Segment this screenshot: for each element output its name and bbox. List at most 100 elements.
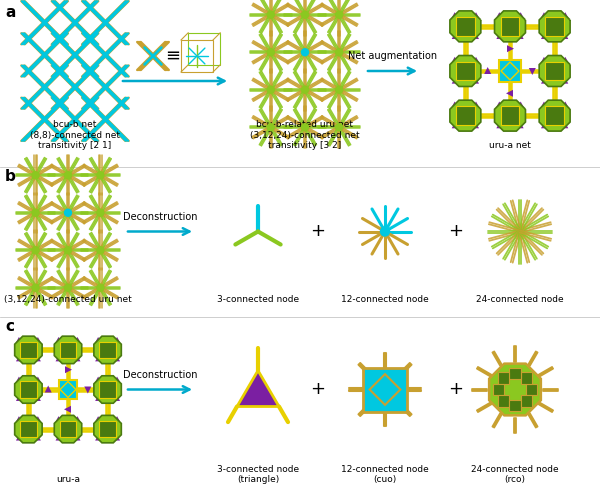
- Polygon shape: [95, 435, 101, 440]
- Polygon shape: [35, 356, 41, 361]
- Polygon shape: [541, 33, 547, 39]
- Polygon shape: [95, 396, 101, 401]
- Polygon shape: [56, 356, 62, 361]
- Circle shape: [32, 209, 39, 216]
- Text: bcu-b-related uru net
(3,12,24)-connected net
transitivity [3 2]: bcu-b-related uru net (3,12,24)-connecte…: [250, 120, 360, 150]
- Polygon shape: [100, 381, 116, 398]
- Polygon shape: [95, 376, 101, 382]
- Polygon shape: [473, 123, 479, 128]
- Polygon shape: [45, 386, 52, 393]
- Polygon shape: [489, 364, 541, 415]
- Circle shape: [65, 247, 71, 254]
- Circle shape: [65, 209, 71, 216]
- Polygon shape: [114, 356, 120, 361]
- Polygon shape: [94, 376, 121, 403]
- Text: +: +: [311, 222, 325, 241]
- Circle shape: [336, 11, 343, 18]
- Polygon shape: [545, 62, 564, 80]
- Text: (3,12,24)-connected uru net: (3,12,24)-connected uru net: [4, 295, 132, 304]
- Text: Deconstruction: Deconstruction: [123, 213, 197, 222]
- Polygon shape: [54, 415, 82, 443]
- Polygon shape: [114, 396, 120, 401]
- Polygon shape: [562, 101, 568, 107]
- Text: 12-connected node: 12-connected node: [341, 295, 429, 304]
- Polygon shape: [95, 356, 101, 361]
- Polygon shape: [473, 12, 479, 18]
- Polygon shape: [100, 342, 116, 358]
- Text: bcu-b net
(8,8)-connected net
transitivity [2 1]: bcu-b net (8,8)-connected net transitivi…: [30, 120, 120, 150]
- Polygon shape: [74, 356, 80, 361]
- Circle shape: [32, 247, 39, 254]
- Polygon shape: [450, 100, 481, 131]
- Circle shape: [32, 172, 39, 179]
- Polygon shape: [494, 11, 526, 42]
- Polygon shape: [452, 123, 458, 128]
- Polygon shape: [562, 12, 568, 18]
- Polygon shape: [499, 61, 521, 82]
- Polygon shape: [16, 416, 22, 422]
- Polygon shape: [20, 342, 37, 358]
- Circle shape: [268, 124, 274, 131]
- Polygon shape: [237, 370, 279, 406]
- Polygon shape: [84, 387, 91, 394]
- Polygon shape: [521, 372, 532, 384]
- Polygon shape: [56, 435, 62, 440]
- Text: ≡: ≡: [166, 47, 181, 65]
- Text: +: +: [449, 222, 464, 241]
- Polygon shape: [65, 366, 72, 373]
- Polygon shape: [496, 33, 502, 39]
- Polygon shape: [541, 78, 547, 84]
- Polygon shape: [518, 123, 524, 128]
- Polygon shape: [452, 33, 458, 39]
- Polygon shape: [95, 416, 101, 422]
- Circle shape: [32, 284, 39, 291]
- Polygon shape: [54, 336, 82, 364]
- Polygon shape: [541, 101, 547, 107]
- Polygon shape: [35, 376, 41, 382]
- Polygon shape: [521, 396, 532, 406]
- Polygon shape: [529, 68, 536, 75]
- Polygon shape: [14, 336, 42, 364]
- Text: a: a: [5, 5, 16, 20]
- Polygon shape: [562, 57, 568, 62]
- Polygon shape: [16, 337, 22, 342]
- Polygon shape: [450, 56, 481, 87]
- Polygon shape: [509, 400, 521, 411]
- Polygon shape: [60, 342, 76, 358]
- Circle shape: [302, 86, 308, 93]
- Polygon shape: [541, 12, 547, 18]
- Polygon shape: [473, 57, 479, 62]
- Circle shape: [97, 284, 104, 291]
- Polygon shape: [456, 17, 475, 35]
- Circle shape: [268, 11, 274, 18]
- Polygon shape: [539, 56, 570, 87]
- Circle shape: [302, 11, 308, 18]
- Polygon shape: [450, 11, 481, 42]
- Polygon shape: [452, 12, 458, 18]
- Polygon shape: [64, 406, 71, 413]
- Polygon shape: [100, 421, 116, 437]
- Polygon shape: [56, 337, 62, 342]
- Polygon shape: [94, 336, 121, 364]
- Polygon shape: [16, 396, 22, 401]
- Polygon shape: [94, 415, 121, 443]
- Polygon shape: [562, 33, 568, 39]
- Polygon shape: [16, 376, 22, 382]
- Polygon shape: [496, 123, 502, 128]
- Text: 3-connected node: 3-connected node: [217, 295, 299, 304]
- Circle shape: [65, 284, 71, 291]
- Polygon shape: [518, 12, 524, 18]
- Polygon shape: [473, 33, 479, 39]
- Polygon shape: [526, 384, 537, 395]
- Text: c: c: [5, 319, 14, 334]
- Polygon shape: [494, 100, 526, 131]
- Polygon shape: [14, 376, 42, 403]
- Polygon shape: [473, 78, 479, 84]
- Polygon shape: [509, 368, 521, 379]
- Polygon shape: [14, 415, 42, 443]
- Polygon shape: [507, 45, 514, 52]
- Circle shape: [336, 124, 343, 131]
- Polygon shape: [518, 101, 524, 107]
- Polygon shape: [35, 416, 41, 422]
- Circle shape: [380, 227, 389, 236]
